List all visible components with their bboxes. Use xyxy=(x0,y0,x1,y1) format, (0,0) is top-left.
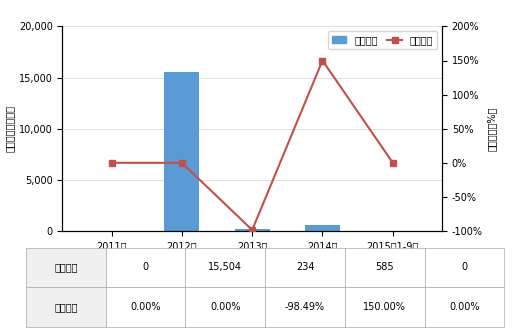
Y-axis label: 同比增速（%）: 同比增速（%） xyxy=(487,107,497,151)
Bar xyxy=(235,229,270,231)
Y-axis label: 出口金額（美元）: 出口金額（美元） xyxy=(5,105,15,152)
Bar xyxy=(164,72,200,231)
Bar xyxy=(305,225,340,231)
Legend: 出口金額, 同比增長: 出口金額, 同比增長 xyxy=(328,31,437,49)
